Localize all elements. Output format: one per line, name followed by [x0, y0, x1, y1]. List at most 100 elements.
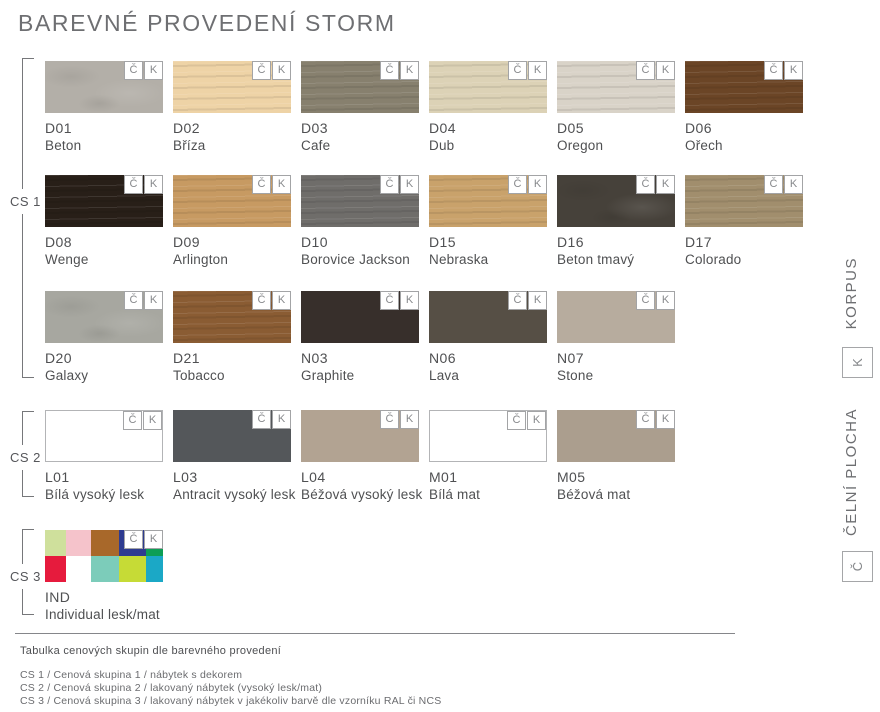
swatch-cell: Č K D21 Tobacco: [173, 291, 291, 383]
swatch-cell: Č K M05 Béžová mat: [557, 410, 675, 502]
swatch-name: Arlington: [173, 252, 229, 267]
swatch-cell: Č K N07 Stone: [557, 291, 675, 383]
swatch-cell: Č K D02 Bříza: [173, 61, 291, 153]
page-title: BAREVNÉ PROVEDENÍ STORM: [18, 10, 396, 36]
cs1-group-bracket: [22, 58, 34, 378]
korpus-badge: K: [400, 61, 419, 80]
swatch-code: D17: [685, 234, 712, 250]
swatch-cell: Č K N03 Graphite: [301, 291, 419, 383]
cs1-group-label: CS 1: [9, 189, 42, 214]
swatch-name: Beton tmavý: [557, 252, 635, 267]
swatch-name: Lava: [429, 368, 460, 383]
front-badge: Č: [380, 175, 399, 194]
swatch-cell: Č K N06 Lava: [429, 291, 547, 383]
swatch-cell: Č K D15 Nebraska: [429, 175, 547, 267]
swatch-name: Stone: [557, 368, 594, 383]
color-tile: [45, 530, 66, 556]
color-tile: [146, 556, 163, 582]
swatch-cell: Č K D08 Wenge: [45, 175, 163, 267]
swatch-code: D16: [557, 234, 584, 250]
swatch-name: Borovice Jackson: [301, 252, 410, 267]
swatch-cell: Č K D04 Dub: [429, 61, 547, 153]
swatch-cell: Č K L01 Bílá vysoký lesk: [45, 410, 163, 502]
korpus-badge: K: [144, 61, 163, 80]
front-badge: Č: [508, 175, 527, 194]
korpus-badge: K: [784, 61, 803, 80]
footer-heading: Tabulka cenových skupin dle barevného pr…: [20, 645, 282, 657]
front-vertical-label: ČELNÍ PLOCHA: [843, 408, 860, 537]
front-badge: Č: [380, 410, 399, 429]
footer-legend: CS 1 / Cenová skupina 1 / nábytek s deko…: [20, 669, 441, 707]
swatch-code: L01: [45, 469, 70, 485]
swatch-code: D10: [301, 234, 328, 250]
swatch-cell: Č K IND Individual lesk/mat: [45, 530, 163, 622]
swatch-row: Č K IND Individual lesk/mat: [45, 530, 163, 622]
swatch-code: D04: [429, 120, 456, 136]
swatch-cell: Č K D10 Borovice Jackson: [301, 175, 419, 267]
swatch-code: D15: [429, 234, 456, 250]
korpus-vertical-label: KORPUS: [843, 257, 860, 330]
swatch-name: Beton: [45, 138, 82, 153]
front-badge: Č: [124, 291, 143, 310]
swatch-cell: Č K D06 Ořech: [685, 61, 803, 153]
swatch-code: D01: [45, 120, 72, 136]
swatch-name: Bílá vysoký lesk: [45, 487, 145, 502]
swatch-cell: Č K D09 Arlington: [173, 175, 291, 267]
footer-line: CS 3 / Cenová skupina 3 / lakovaný nábyt…: [20, 694, 442, 707]
korpus-badge: K: [656, 410, 675, 429]
swatch-name: Antracit vysoký lesk: [173, 487, 296, 502]
korpus-badge: K: [527, 411, 546, 430]
korpus-badge: K: [272, 175, 291, 194]
front-badge: Č: [508, 61, 527, 80]
swatch-name: Graphite: [301, 368, 355, 383]
swatch-code: D08: [45, 234, 72, 250]
swatch-row: Č K L01 Bílá vysoký lesk Č K L03 Antracit vysok…: [45, 410, 675, 502]
korpus-badge: K: [400, 410, 419, 429]
color-tile: [91, 530, 119, 556]
front-badge: Č: [636, 410, 655, 429]
swatch-code: D20: [45, 350, 72, 366]
swatch-name: Béžová vysoký lesk: [301, 487, 423, 502]
front-badge: Č: [252, 61, 271, 80]
front-badge: Č: [124, 175, 143, 194]
front-badge: Č: [252, 175, 271, 194]
korpus-badge: K: [400, 175, 419, 194]
swatch-code: N07: [557, 350, 584, 366]
korpus-badge: K: [144, 530, 163, 549]
swatch-code: D03: [301, 120, 328, 136]
color-tile: [91, 556, 119, 582]
front-badge: Č: [764, 61, 783, 80]
front-badge: Č: [124, 530, 143, 549]
korpus-symbol: K: [849, 358, 865, 367]
korpus-badge: K: [400, 291, 419, 310]
swatch-code: D05: [557, 120, 584, 136]
footer-line: CS 1 / Cenová skupina 1 / nábytek s deko…: [20, 669, 243, 681]
footer-divider: [15, 633, 735, 634]
front-badge: Č: [764, 175, 783, 194]
